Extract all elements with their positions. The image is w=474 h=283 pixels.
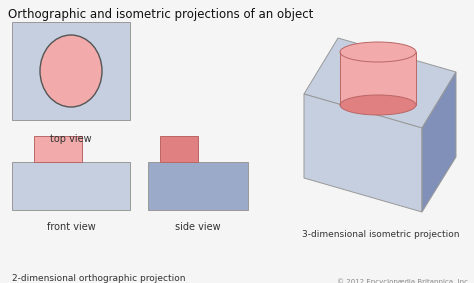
Ellipse shape	[340, 42, 416, 62]
Polygon shape	[304, 94, 422, 212]
Bar	[34, 136, 82, 162]
Text: 2-dimensional orthographic projection: 2-dimensional orthographic projection	[12, 274, 185, 283]
Bar	[148, 162, 248, 210]
Text: front view: front view	[46, 222, 95, 232]
Polygon shape	[304, 38, 456, 128]
Bar	[12, 162, 130, 210]
Bar	[12, 22, 130, 120]
Text: © 2012 Encyclopædia Britannica, Inc.: © 2012 Encyclopædia Britannica, Inc.	[337, 278, 470, 283]
Polygon shape	[340, 52, 416, 105]
Ellipse shape	[40, 35, 102, 107]
Polygon shape	[422, 72, 456, 212]
Text: Orthographic and isometric projections of an object: Orthographic and isometric projections o…	[8, 8, 313, 21]
Text: side view: side view	[175, 222, 221, 232]
Text: top view: top view	[50, 134, 92, 144]
Ellipse shape	[340, 95, 416, 115]
Text: 3-dimensional isometric projection: 3-dimensional isometric projection	[302, 230, 459, 239]
Bar	[160, 136, 198, 162]
